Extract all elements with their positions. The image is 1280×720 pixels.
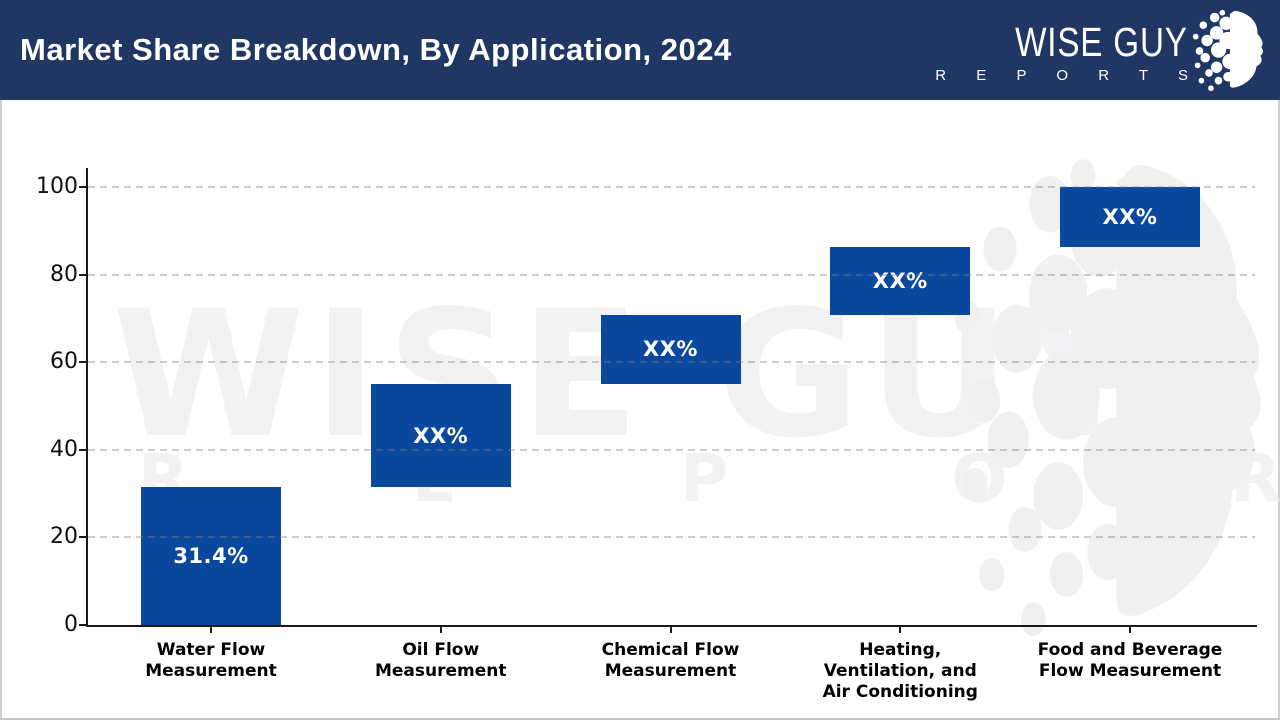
x-axis-spine <box>86 625 1257 627</box>
y-tick-label-40: 40 <box>50 436 78 462</box>
x-axis-label-2: Chemical Flow Measurement <box>601 640 740 681</box>
bar-value-label: XX% <box>413 423 469 448</box>
bar-value-label: XX% <box>872 269 928 294</box>
gridline-20 <box>88 536 1255 539</box>
y-tick-label-60: 60 <box>50 349 78 375</box>
watermark-face-icon <box>954 159 1261 637</box>
y-tick-mark <box>79 624 87 626</box>
gridline-60 <box>88 361 1255 364</box>
y-tick-mark <box>79 361 87 364</box>
bar-segment-4: XX% <box>1060 187 1200 248</box>
x-axis-label-0: Water Flow Measurement <box>145 640 277 681</box>
y-axis-spine <box>86 168 88 627</box>
logo-face-icon <box>1192 9 1263 92</box>
y-tick-mark <box>79 186 87 188</box>
bar-segment-1: XX% <box>370 384 511 488</box>
x-tick-mark <box>439 627 442 633</box>
bar-value-label: XX% <box>1102 205 1158 230</box>
x-axis-label-4: Food and Beverage Flow Measurement <box>1037 640 1223 681</box>
x-axis-label-3: Heating, Ventilation, and Air Conditioning <box>822 640 978 702</box>
gridline-40 <box>88 448 1255 451</box>
y-tick-mark <box>79 536 87 539</box>
bar-value-label: 31.4% <box>173 544 249 569</box>
x-axis-label-1: Oil Flow Measurement <box>374 640 507 681</box>
x-tick-mark <box>899 627 902 633</box>
y-tick-label-20: 20 <box>50 524 78 550</box>
bar-value-label: XX% <box>643 337 698 362</box>
y-tick-label-100: 100 <box>36 174 78 199</box>
logo-text: WISE GUY R E P O R T S <box>935 19 1188 85</box>
wise-guy-logo: WISE GUY R E P O R T S <box>935 8 1266 94</box>
y-tick-mark <box>79 273 87 276</box>
gridline-80 <box>88 273 1255 276</box>
y-tick-label-0: 0 <box>64 612 78 637</box>
x-tick-mark <box>1129 627 1131 633</box>
x-tick-mark <box>669 627 672 633</box>
y-tick-label-80: 80 <box>50 261 78 287</box>
header: Market Share Breakdown, By Application, … <box>0 0 1280 100</box>
y-tick-mark <box>79 448 87 451</box>
bar-segment-3: XX% <box>830 247 971 315</box>
bar-segment-0: 31.4% <box>141 487 281 625</box>
gridline-100 <box>88 186 1255 188</box>
x-tick-mark <box>210 627 212 633</box>
bar-segment-2: XX% <box>600 314 741 385</box>
logo-subtitle: R E P O R T S <box>935 67 1201 84</box>
page-title: Market Share Breakdown, By Application, … <box>20 32 732 67</box>
logo-wordmark: WISE GUY <box>1015 19 1188 65</box>
